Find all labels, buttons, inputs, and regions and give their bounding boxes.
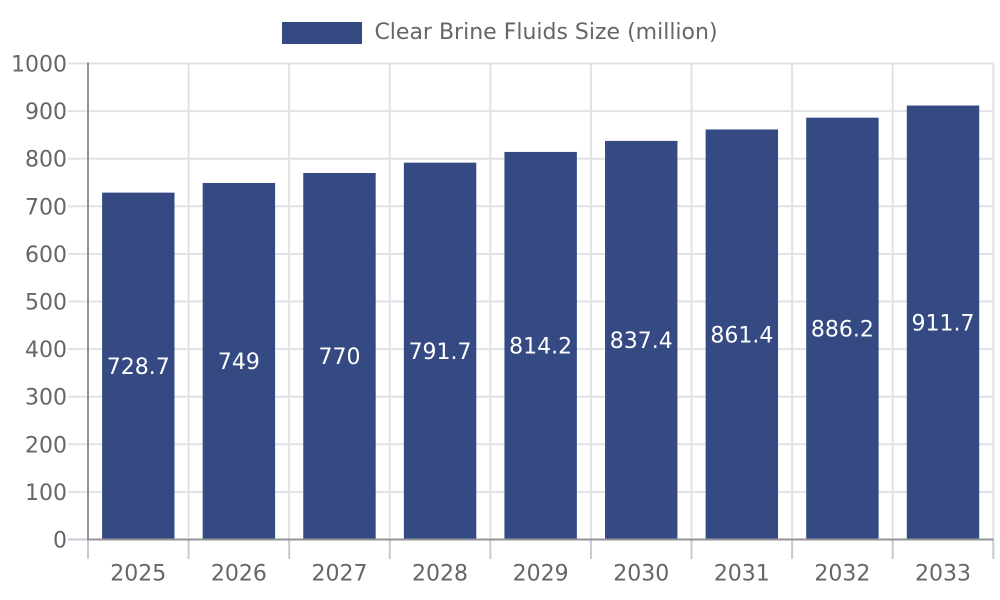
y-tick-label: 800 [25,148,67,173]
bar [806,117,879,539]
bar [303,172,376,539]
y-tick-label: 500 [25,291,67,316]
x-tick-label: 2028 [412,562,468,587]
bar [504,151,577,539]
y-tick-label: 0 [53,529,67,554]
x-tick-label: 2030 [613,562,669,587]
chart-legend: Clear Brine Fluids Size (million) [0,22,1000,44]
y-tick-label: 700 [25,195,67,220]
legend-item[interactable]: Clear Brine Fluids Size (million) [282,20,718,45]
bar-value-label: 886.2 [811,318,874,343]
y-tick-label: 200 [25,433,67,458]
bar [605,140,678,539]
bar [705,129,779,539]
y-tick-label: 400 [25,338,67,363]
x-tick-label: 2029 [513,562,569,587]
x-tick-label: 2027 [311,562,367,587]
bar-value-label: 837.4 [610,329,673,354]
y-tick-label: 100 [25,481,67,506]
y-tick-label: 1000 [11,53,67,78]
bar-value-label: 861.4 [710,323,773,348]
x-tick-label: 2025 [110,562,166,587]
legend-swatch [282,22,363,44]
x-tick-label: 2026 [211,562,267,587]
x-tick-label: 2032 [814,562,870,587]
bar [403,162,477,539]
bar [102,192,175,539]
bar-value-label: 791.7 [409,340,472,365]
y-tick-label: 300 [25,386,67,411]
bar [906,105,980,539]
x-tick-label: 2033 [915,562,971,587]
y-tick-label: 600 [25,243,67,268]
bar-value-label: 749 [218,350,260,375]
bar-value-label: 770 [318,345,360,370]
legend-label: Clear Brine Fluids Size (million) [374,20,718,45]
bar-value-label: 911.7 [912,312,975,337]
x-tick-label: 2031 [714,562,770,587]
bar-value-label: 814.2 [509,335,572,360]
bar-value-label: 728.7 [107,355,170,380]
y-tick-label: 900 [25,100,67,125]
bar [202,182,276,539]
